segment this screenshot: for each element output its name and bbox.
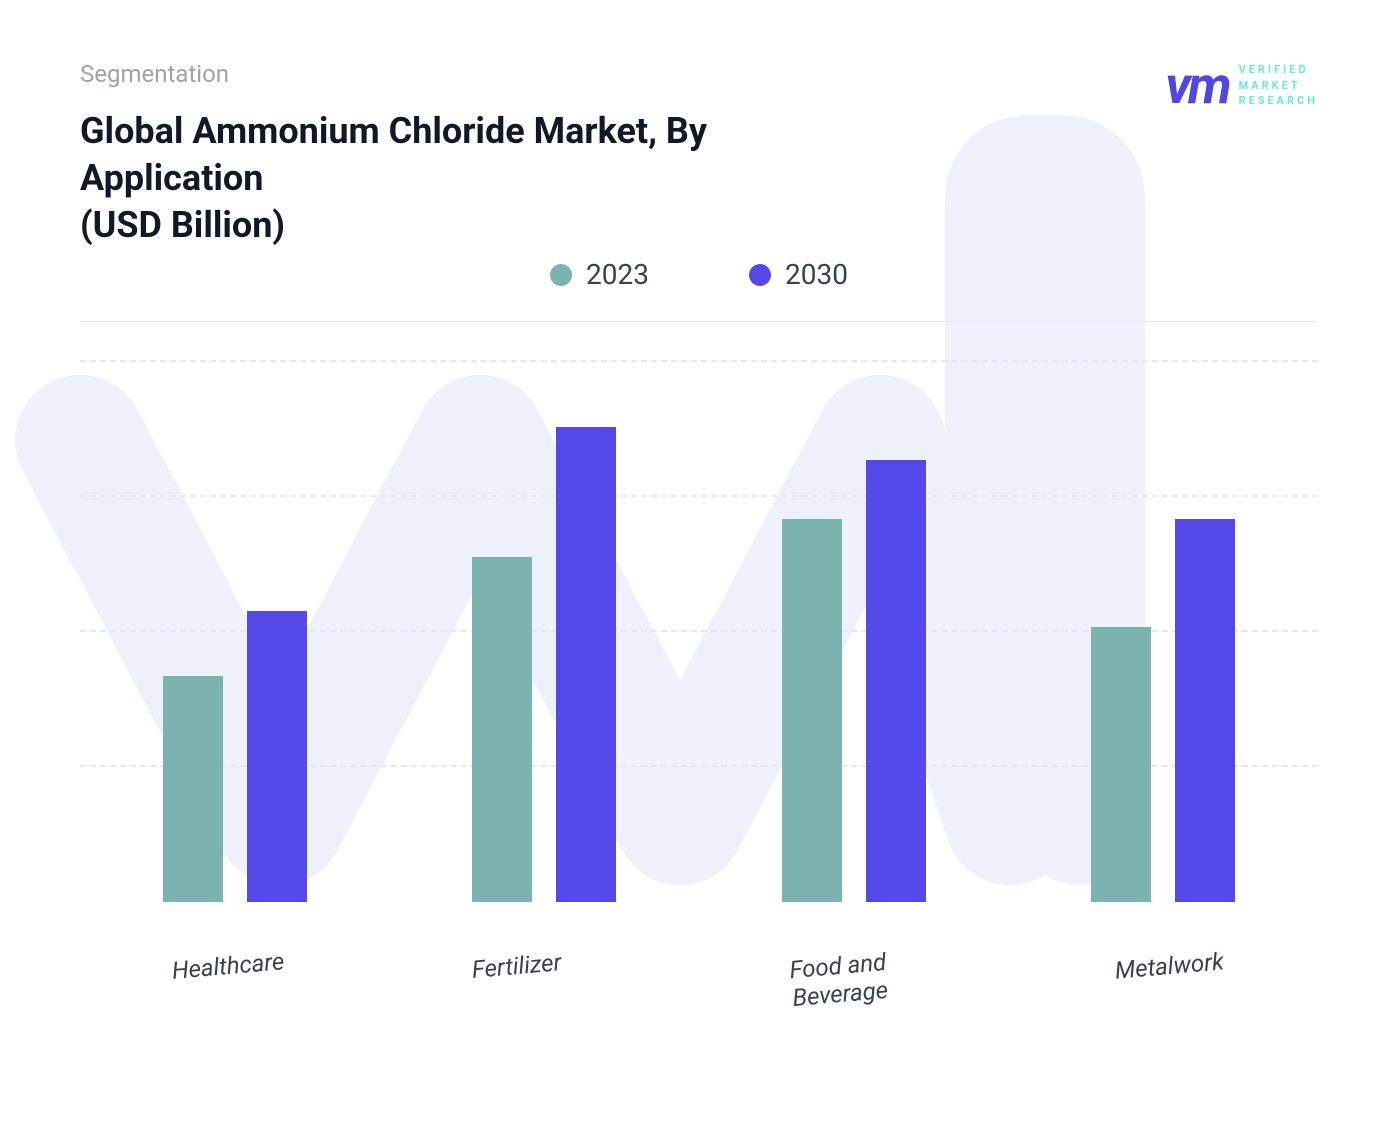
bar-2023-metalwork [1091, 627, 1151, 902]
bar-group-food-beverage [782, 460, 926, 903]
cat-label-healthcare: Healthcare [171, 948, 288, 1014]
vmr-logo: vm VERIFIED MARKET RESEARCH [1165, 55, 1318, 116]
legend-dot-2023 [550, 264, 572, 286]
header: Segmentation Global Ammonium Chloride Ma… [80, 60, 1318, 248]
chart-title: Global Ammonium Chloride Market, By Appl… [80, 108, 860, 202]
logo-mark: vm [1165, 55, 1228, 116]
legend-item-2023: 2023 [550, 258, 649, 291]
legend-item-2030: 2030 [749, 258, 848, 291]
bar-2030-metalwork [1175, 519, 1235, 902]
bar-group-healthcare [163, 611, 307, 903]
bar-2023-fertilizer [472, 557, 532, 903]
cat-label-food-beverage: Food and Beverage [747, 945, 931, 1016]
bar-group-metalwork [1091, 519, 1235, 902]
bars-row [80, 362, 1318, 902]
bar-2023-healthcare [163, 676, 223, 903]
legend-dot-2030 [749, 264, 771, 286]
category-labels: Healthcare Fertilizer Food and Beverage … [80, 952, 1318, 1008]
bar-2030-healthcare [247, 611, 307, 903]
bar-2030-fertilizer [556, 427, 616, 902]
logo-text: VERIFIED MARKET RESEARCH [1239, 62, 1318, 108]
chart-subtitle: (USD Billion) [80, 202, 1318, 249]
cat-label-fertilizer: Fertilizer [470, 949, 564, 1013]
bar-2023-food-beverage [782, 519, 842, 902]
section-label: Segmentation [80, 60, 1318, 88]
legend: 2023 2030 [80, 258, 1318, 291]
bar-2030-food-beverage [866, 460, 926, 903]
bar-chart [80, 362, 1318, 922]
bar-group-fertilizer [472, 427, 616, 902]
legend-label-2030: 2030 [785, 258, 848, 291]
chart-container: Healthcare Fertilizer Food and Beverage … [80, 321, 1318, 1008]
cat-label-metalwork: Metalwork [1113, 948, 1227, 1013]
legend-label-2023: 2023 [586, 258, 649, 291]
